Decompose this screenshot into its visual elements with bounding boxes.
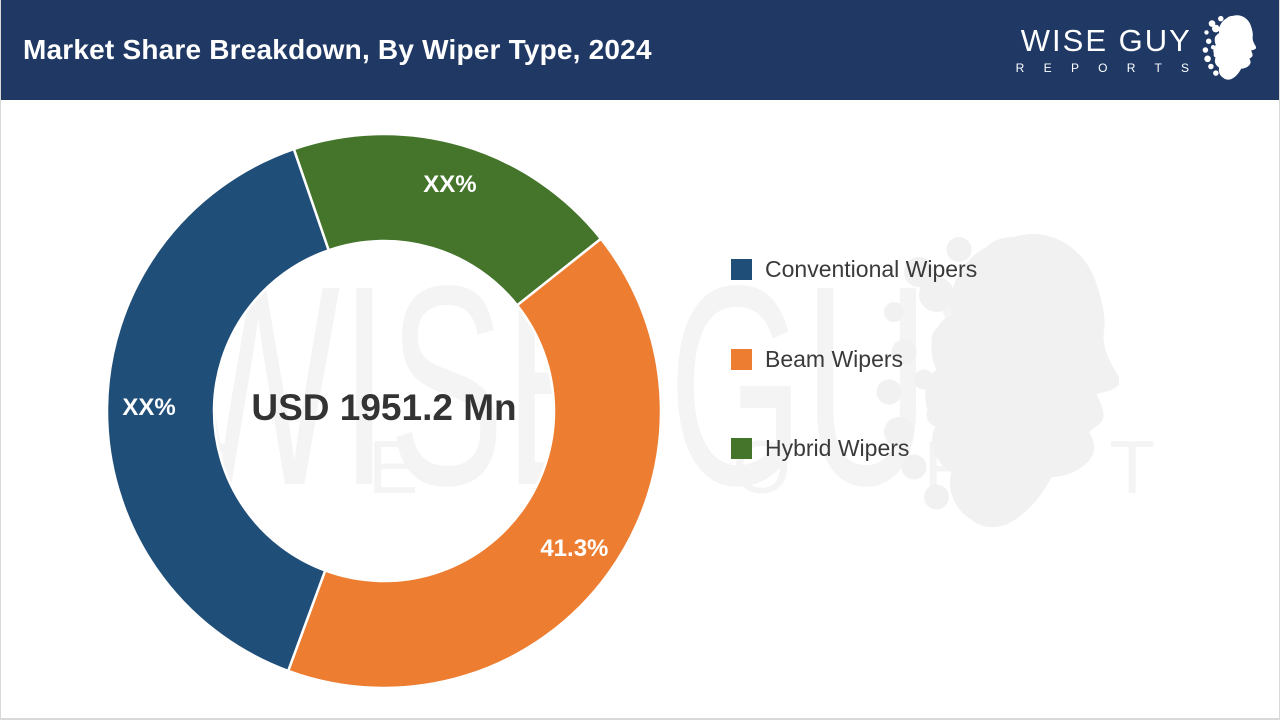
slice-label-hybrid-wipers: XX% xyxy=(423,171,477,199)
legend-label-conventional-wipers: Conventional Wipers xyxy=(765,256,978,282)
page-title: Market Share Breakdown, By Wiper Type, 2… xyxy=(23,34,652,65)
chart-legend: Conventional Wipers Beam Wipers Hybrid W… xyxy=(731,256,977,463)
brand-face-icon xyxy=(1202,15,1256,80)
slice-label-beam-wipers: 41.3% xyxy=(540,534,609,562)
brand-subtitle: R E P O R T S xyxy=(1015,60,1197,75)
brand-logo-text: WISE GUY R E P O R T S xyxy=(1016,25,1197,75)
slice-label-conventional-wipers: XX% xyxy=(122,394,176,422)
brand-wordmark: WISE GUY xyxy=(1020,23,1192,59)
chart-center-value: USD 1951.2 Mn xyxy=(251,387,517,428)
legend-item-conventional-wipers: Conventional Wipers xyxy=(731,256,977,284)
donut-slice-hybrid-wipers xyxy=(292,132,603,307)
legend-item-hybrid-wipers: Hybrid Wipers xyxy=(731,435,977,463)
title-bar: Market Share Breakdown, By Wiper Type, 2… xyxy=(1,0,1279,100)
legend-swatch-beam-wipers xyxy=(731,348,752,370)
legend-label-beam-wipers: Beam Wipers xyxy=(765,345,904,372)
brand-logo: WISE GUY R E P O R T S xyxy=(1016,11,1267,89)
legend-swatch-conventional-wipers xyxy=(731,259,752,281)
legend-label-hybrid-wipers: Hybrid Wipers xyxy=(765,435,910,462)
legend-item-beam-wipers: Beam Wipers xyxy=(731,346,977,374)
legend-swatch-hybrid-wipers xyxy=(731,438,752,460)
donut-slice-beam-wipers xyxy=(286,237,663,690)
donut-slice-conventional-wipers xyxy=(105,147,330,673)
